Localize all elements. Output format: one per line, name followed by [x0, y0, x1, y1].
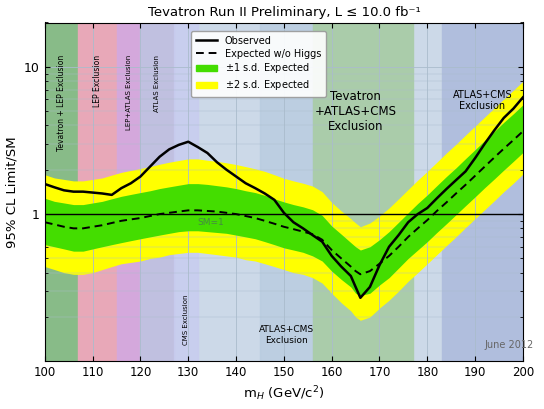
Text: Tevatron + LEP Exclusion: Tevatron + LEP Exclusion [57, 55, 66, 151]
Text: ATLAS+CMS
Exclusion: ATLAS+CMS Exclusion [453, 90, 512, 111]
Text: June 2012: June 2012 [485, 339, 534, 350]
Bar [442, 22, 523, 361]
Text: ATLAS Exclusion: ATLAS Exclusion [154, 55, 160, 112]
Bar [260, 22, 313, 361]
Bar [174, 22, 198, 361]
X-axis label: m$_H$ (GeV/c$^2$): m$_H$ (GeV/c$^2$) [243, 385, 325, 403]
Title: Tevatron Run II Preliminary, L ≤ 10.0 fb⁻¹: Tevatron Run II Preliminary, L ≤ 10.0 fb… [147, 6, 421, 18]
Text: LEP+ATLAS Exclusion: LEP+ATLAS Exclusion [126, 55, 132, 130]
Text: ATLAS+CMS
Exclusion: ATLAS+CMS Exclusion [259, 325, 314, 344]
Bar [313, 22, 413, 361]
Bar [116, 22, 140, 361]
Bar [78, 22, 116, 361]
Y-axis label: 95% CL Limit/SM: 95% CL Limit/SM [5, 136, 18, 248]
Legend: Observed, Expected w/o Higgs, $\pm$1 s.d. Expected, $\pm$2 s.d. Expected: Observed, Expected w/o Higgs, $\pm$1 s.d… [191, 31, 326, 97]
Text: Tevatron
+ATLAS+CMS
Exclusion: Tevatron +ATLAS+CMS Exclusion [314, 90, 397, 133]
Bar [140, 22, 174, 361]
Text: LEP Exclusion: LEP Exclusion [93, 55, 102, 107]
Bar [45, 22, 78, 361]
Text: CMS Exclusion: CMS Exclusion [183, 294, 189, 344]
Text: SM=1: SM=1 [198, 218, 225, 227]
